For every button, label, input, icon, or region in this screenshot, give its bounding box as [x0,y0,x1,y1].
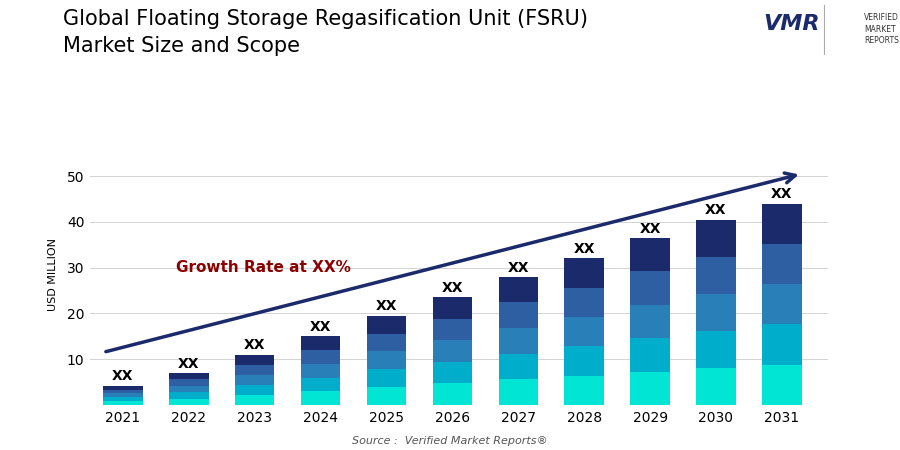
Text: XX: XX [112,369,134,383]
Bar [564,288,604,317]
Bar [169,392,209,399]
Bar [433,297,472,319]
Bar [169,373,209,379]
Bar [235,385,274,395]
Bar [104,390,143,393]
Bar [169,399,209,405]
Bar [564,258,604,288]
Bar [697,331,735,368]
Bar [301,364,340,378]
Bar [235,364,274,375]
Bar [104,393,143,397]
Text: VERIFIED
MARKET
REPORTS: VERIFIED MARKET REPORTS [864,14,899,45]
Text: XX: XX [244,338,266,352]
Bar [564,376,604,405]
Y-axis label: USD MILLION: USD MILLION [49,238,58,311]
Bar [433,319,472,341]
Text: XX: XX [376,299,397,313]
Bar [564,317,604,346]
Bar [433,383,472,405]
Bar [235,395,274,405]
Bar [564,346,604,376]
Bar [235,355,274,365]
Bar [104,401,143,405]
Text: XX: XX [573,242,595,256]
Bar [433,362,472,383]
Bar [235,375,274,385]
Bar [499,277,538,302]
Text: XX: XX [639,221,661,236]
Bar [630,238,670,271]
Bar [301,378,340,391]
Bar [499,379,538,405]
Bar [630,372,670,405]
Bar [762,284,802,324]
Bar [169,379,209,386]
Bar [697,368,735,405]
Text: XX: XX [310,320,331,334]
Bar [499,302,538,328]
Bar [367,387,406,405]
Bar [697,294,735,331]
Bar [301,350,340,364]
Bar [762,324,802,364]
Text: XX: XX [508,261,529,274]
Bar [630,271,670,305]
Bar [367,351,406,369]
Bar [499,354,538,379]
Text: XX: XX [178,357,200,371]
Text: Global Floating Storage Regasification Unit (FSRU)
Market Size and Scope: Global Floating Storage Regasification U… [63,9,588,56]
Bar [367,369,406,387]
Bar [104,397,143,401]
Bar [301,336,340,350]
Text: XX: XX [706,203,726,217]
Bar [762,244,802,284]
Bar [301,391,340,405]
Bar [367,333,406,351]
Bar [367,316,406,333]
Text: XX: XX [442,281,464,295]
Text: Growth Rate at XX%: Growth Rate at XX% [176,260,350,275]
Bar [630,338,670,372]
Bar [169,386,209,392]
Bar [697,256,735,294]
Text: VMR: VMR [764,14,820,33]
Text: XX: XX [771,187,793,201]
Bar [762,203,802,244]
Bar [762,364,802,405]
Bar [697,220,735,256]
Bar [630,305,670,338]
Bar [499,328,538,354]
Bar [433,341,472,362]
Text: Source :  Verified Market Reports®: Source : Verified Market Reports® [352,436,548,446]
Bar [104,386,143,390]
